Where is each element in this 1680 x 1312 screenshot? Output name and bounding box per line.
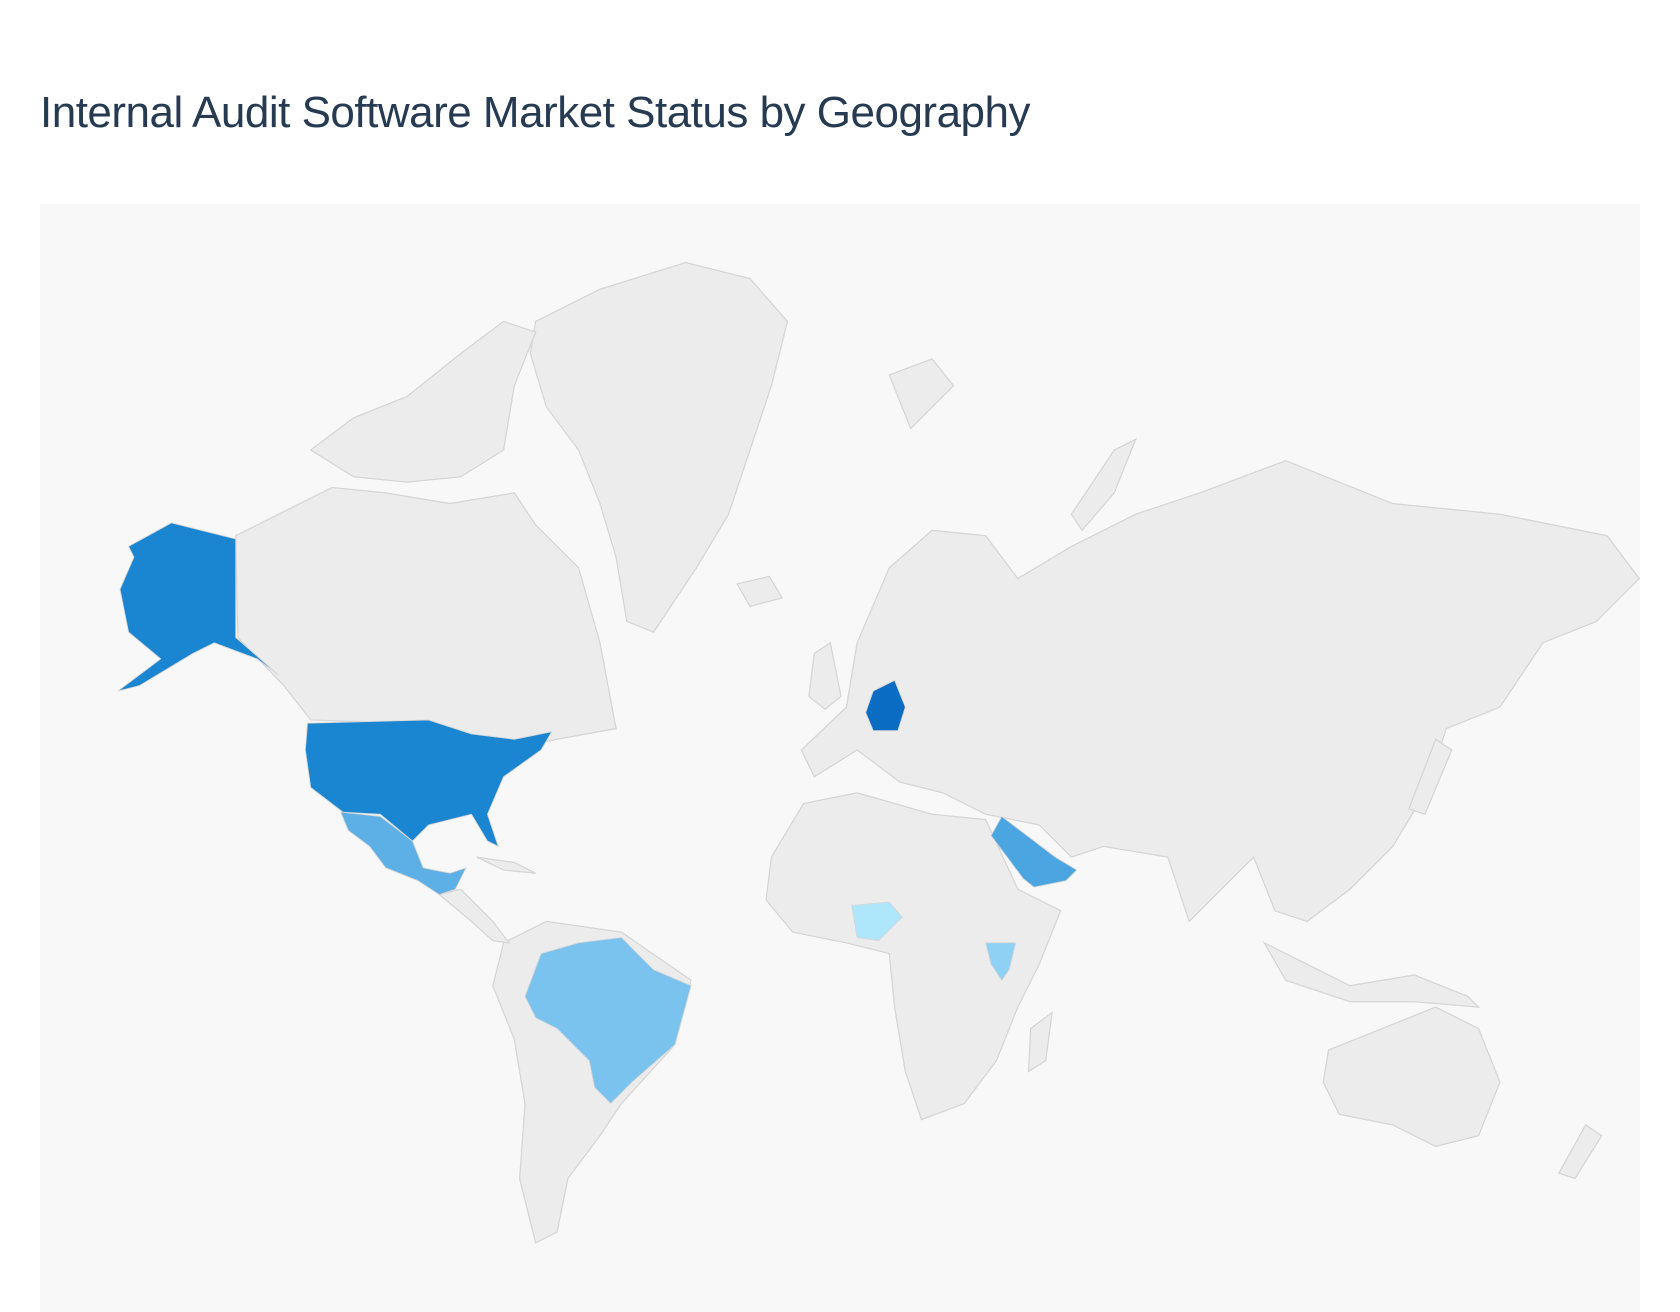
country-brazil[interactable] bbox=[524, 937, 692, 1105]
australia[interactable] bbox=[1322, 1006, 1501, 1148]
country-saudi-arabia[interactable] bbox=[990, 815, 1078, 888]
svalbard[interactable] bbox=[888, 358, 955, 430]
country-kenya[interactable] bbox=[985, 942, 1017, 982]
country-nigeria[interactable] bbox=[851, 901, 903, 942]
greenland[interactable] bbox=[529, 261, 789, 633]
africa[interactable] bbox=[765, 792, 1062, 1121]
iceland[interactable] bbox=[736, 575, 784, 608]
cuba[interactable] bbox=[476, 856, 536, 874]
country-usa-alaska[interactable] bbox=[117, 522, 279, 692]
canada-arctic-islands[interactable] bbox=[309, 320, 537, 483]
new-zealand[interactable] bbox=[1557, 1124, 1603, 1180]
uk[interactable] bbox=[808, 641, 842, 711]
country-germany[interactable] bbox=[865, 679, 906, 732]
japan[interactable] bbox=[1408, 738, 1453, 816]
indonesia[interactable] bbox=[1262, 941, 1481, 1008]
page-title: Internal Audit Software Market Status by… bbox=[40, 88, 1031, 137]
russian-arctic-islands[interactable] bbox=[1070, 437, 1137, 532]
country-mexico[interactable] bbox=[340, 811, 467, 896]
canada[interactable] bbox=[235, 486, 617, 751]
central-america[interactable] bbox=[437, 888, 511, 944]
country-usa[interactable] bbox=[304, 719, 553, 848]
madagascar[interactable] bbox=[1027, 1011, 1053, 1073]
eurasia[interactable] bbox=[800, 460, 1641, 923]
